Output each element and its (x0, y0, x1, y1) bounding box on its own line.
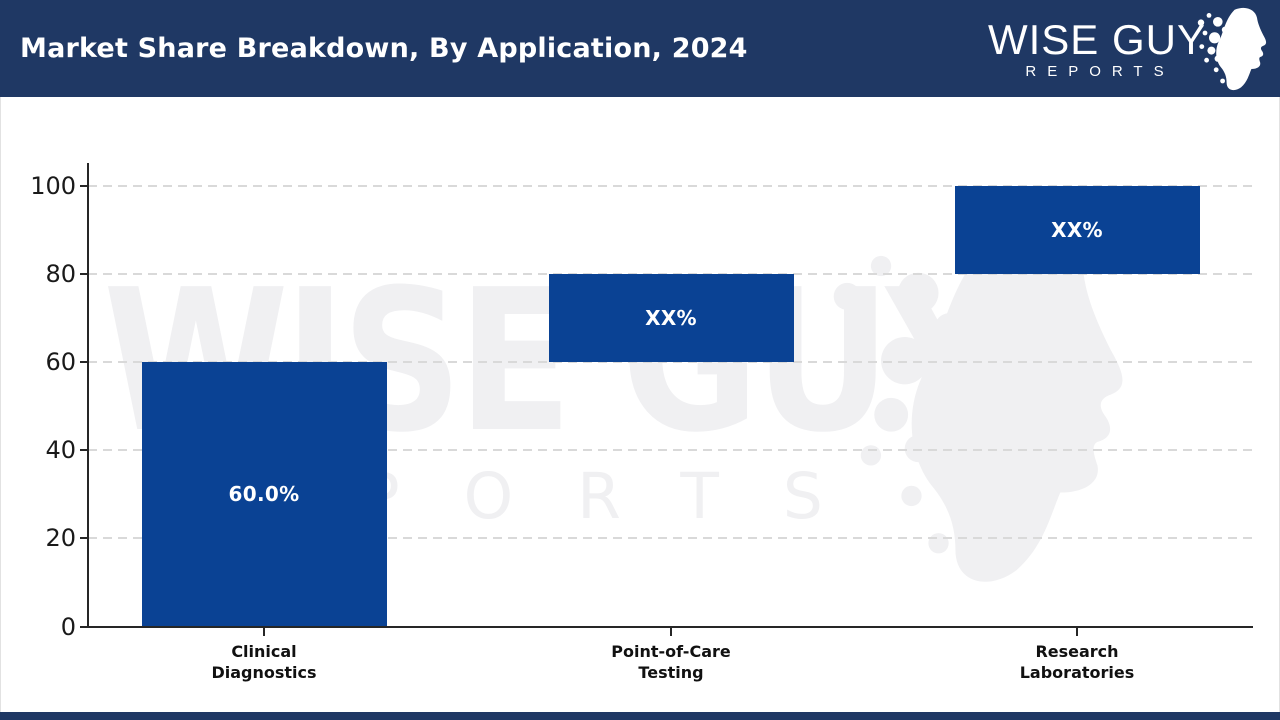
x-tick-label: Clinical Diagnostics (211, 642, 317, 682)
chart-title: Market Share Breakdown, By Application, … (20, 33, 748, 64)
y-tick-label: 60 (45, 347, 76, 376)
y-tick-mark (80, 537, 88, 540)
y-tick-label: 80 (45, 259, 76, 288)
gridline (88, 360, 1253, 363)
brand-name: WISE GUY (987, 15, 1206, 63)
y-tick-mark (80, 360, 88, 363)
bar: 60.0% (141, 361, 387, 627)
bar-value-label: 60.0% (228, 482, 300, 507)
x-tick-mark (263, 627, 265, 636)
bar: XX% (548, 273, 794, 362)
x-axis-line (87, 625, 1253, 628)
y-tick-mark (80, 272, 88, 275)
brand-face-icon (1197, 7, 1267, 90)
x-tick-mark (1076, 627, 1078, 636)
brand-subname: REPORTS (1025, 62, 1175, 80)
y-tick-mark (80, 184, 88, 187)
y-tick-mark (80, 449, 88, 452)
footer-bar (0, 712, 1280, 720)
y-axis-line (87, 163, 89, 628)
y-tick-label: 100 (30, 171, 76, 200)
x-tick-label: Point-of-Care Testing (611, 642, 731, 682)
brand-wordmark: WISE GUY REPORTS (987, 15, 1206, 80)
gridline (88, 537, 1253, 540)
bar-value-label: XX% (645, 305, 697, 330)
y-tick-label: 0 (60, 612, 76, 641)
gridline (88, 449, 1253, 452)
header-bar: Market Share Breakdown, By Application, … (0, 0, 1280, 97)
y-tick-label: 20 (45, 524, 76, 553)
gridline (88, 184, 1253, 187)
watermark-face-icon (833, 234, 1123, 582)
brand-logo: WISE GUY REPORTS (988, 5, 1274, 93)
y-tick-label: 40 (45, 436, 76, 465)
x-tick-label: Research Laboratories (1019, 642, 1135, 682)
bar: XX% (954, 185, 1200, 274)
x-tick-mark (670, 627, 672, 636)
y-tick-mark (80, 625, 88, 628)
bar-value-label: XX% (1051, 217, 1103, 242)
